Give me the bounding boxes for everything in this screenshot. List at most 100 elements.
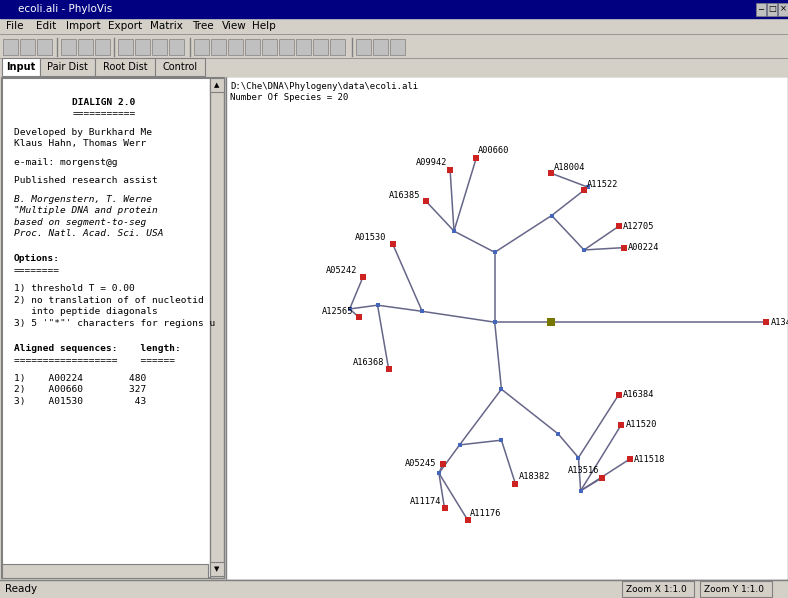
Text: A13493: A13493 — [771, 318, 788, 327]
Text: 3) 5 '"*"' characters for regions u: 3) 5 '"*"' characters for regions u — [14, 319, 215, 328]
Text: Control: Control — [162, 62, 198, 72]
Bar — [767, 3, 777, 16]
Bar — [210, 562, 224, 576]
Bar — [356, 39, 371, 55]
Text: "Multiple DNA and protein: "Multiple DNA and protein — [14, 206, 158, 215]
Text: ▼: ▼ — [214, 566, 220, 572]
Bar — [0, 34, 788, 58]
Text: ==================    ======: ================== ====== — [14, 356, 175, 365]
Bar — [210, 78, 224, 92]
Text: A01530: A01530 — [355, 233, 387, 242]
Text: A05245: A05245 — [405, 459, 437, 468]
Text: A05242: A05242 — [325, 266, 357, 275]
Bar — [78, 39, 93, 55]
Text: A11518: A11518 — [634, 454, 665, 463]
Text: ecoli.ali - PhyloVis: ecoli.ali - PhyloVis — [18, 4, 112, 14]
Bar — [135, 39, 150, 55]
Text: Matrix: Matrix — [150, 21, 183, 31]
Bar — [152, 39, 167, 55]
Bar — [279, 39, 294, 55]
Text: Zoom X 1:1.0: Zoom X 1:1.0 — [626, 584, 687, 593]
Bar — [2, 564, 208, 578]
Bar — [210, 78, 224, 578]
Text: ─: ─ — [759, 5, 764, 14]
Text: Published research assist: Published research assist — [14, 176, 158, 185]
Text: A00224: A00224 — [628, 243, 660, 252]
Bar — [118, 39, 133, 55]
Text: based on segment-to-seg: based on segment-to-seg — [14, 218, 147, 227]
Bar — [0, 58, 788, 76]
Text: A18382: A18382 — [519, 472, 550, 481]
Text: A09942: A09942 — [415, 158, 447, 167]
Text: 2) no translation of of nucleotid: 2) no translation of of nucleotid — [14, 296, 204, 305]
Bar — [155, 58, 205, 76]
Text: ×: × — [779, 5, 786, 14]
Text: DIALIGN 2.0: DIALIGN 2.0 — [72, 98, 136, 107]
Text: A16385: A16385 — [388, 191, 420, 200]
Bar — [20, 39, 35, 55]
Bar — [37, 39, 52, 55]
Text: A13516: A13516 — [567, 466, 599, 475]
Text: A00660: A00660 — [478, 147, 510, 155]
Text: ========: ======== — [14, 266, 60, 275]
Text: e-mail: morgenst@g: e-mail: morgenst@g — [14, 158, 117, 167]
Text: A11174: A11174 — [410, 497, 441, 506]
Bar — [2, 78, 224, 578]
Text: Root Dist: Root Dist — [102, 62, 147, 72]
Bar — [2, 58, 40, 76]
Text: A18004: A18004 — [553, 163, 585, 172]
Text: Number Of Species = 20: Number Of Species = 20 — [230, 93, 348, 102]
Bar — [61, 39, 76, 55]
Text: A11522: A11522 — [587, 179, 619, 188]
Bar — [3, 39, 18, 55]
Text: D:\Che\DNA\Phylogeny\data\ecoli.ali: D:\Che\DNA\Phylogeny\data\ecoli.ali — [230, 82, 418, 91]
Bar — [756, 3, 766, 16]
Bar — [169, 39, 184, 55]
Bar — [622, 581, 694, 597]
Text: Klaus Hahn, Thomas Werr: Klaus Hahn, Thomas Werr — [14, 139, 147, 148]
Text: B. Morgenstern, T. Werne: B. Morgenstern, T. Werne — [14, 194, 152, 203]
Bar — [211, 39, 226, 55]
Text: A11520: A11520 — [626, 420, 657, 429]
Text: A16384: A16384 — [623, 390, 654, 399]
Text: Help: Help — [252, 21, 276, 31]
Text: Import: Import — [66, 21, 101, 31]
Bar — [228, 39, 243, 55]
Bar — [330, 39, 345, 55]
Text: Export: Export — [108, 21, 143, 31]
Text: ===========: =========== — [72, 109, 136, 118]
Text: □: □ — [768, 5, 776, 14]
Text: Zoom Y 1:1.0: Zoom Y 1:1.0 — [704, 584, 764, 593]
Bar — [0, 580, 788, 598]
Bar — [296, 39, 311, 55]
Text: Tree: Tree — [191, 21, 214, 31]
Text: 3)    A01530         43: 3) A01530 43 — [14, 397, 147, 406]
Text: into peptide diagonals: into peptide diagonals — [14, 307, 158, 316]
Text: View: View — [222, 21, 247, 31]
Bar — [245, 39, 260, 55]
Bar — [778, 3, 788, 16]
Text: Proc. Natl. Acad. Sci. USA: Proc. Natl. Acad. Sci. USA — [14, 229, 163, 238]
Text: Aligned sequences:    length:: Aligned sequences: length: — [14, 344, 180, 353]
Text: 1)    A00224        480: 1) A00224 480 — [14, 374, 147, 383]
Bar — [373, 39, 388, 55]
Text: Pair Dist: Pair Dist — [47, 62, 88, 72]
Bar — [226, 76, 788, 580]
Text: Options:: Options: — [14, 254, 60, 263]
Text: ▲: ▲ — [214, 82, 220, 88]
Text: A12705: A12705 — [623, 222, 654, 231]
Bar — [40, 58, 95, 76]
Bar — [390, 39, 405, 55]
Text: 1) threshold T = 0.00: 1) threshold T = 0.00 — [14, 284, 135, 293]
Bar — [700, 581, 772, 597]
Text: Input: Input — [6, 62, 35, 72]
Text: Ready: Ready — [5, 584, 37, 594]
Text: A11176: A11176 — [470, 509, 501, 518]
Text: A16368: A16368 — [353, 358, 385, 367]
Text: Developed by Burkhard Me: Developed by Burkhard Me — [14, 128, 152, 137]
Text: File: File — [6, 21, 24, 31]
Bar — [95, 58, 155, 76]
Text: 2)    A00660        327: 2) A00660 327 — [14, 386, 147, 395]
Bar — [262, 39, 277, 55]
Text: A12565: A12565 — [322, 307, 353, 316]
